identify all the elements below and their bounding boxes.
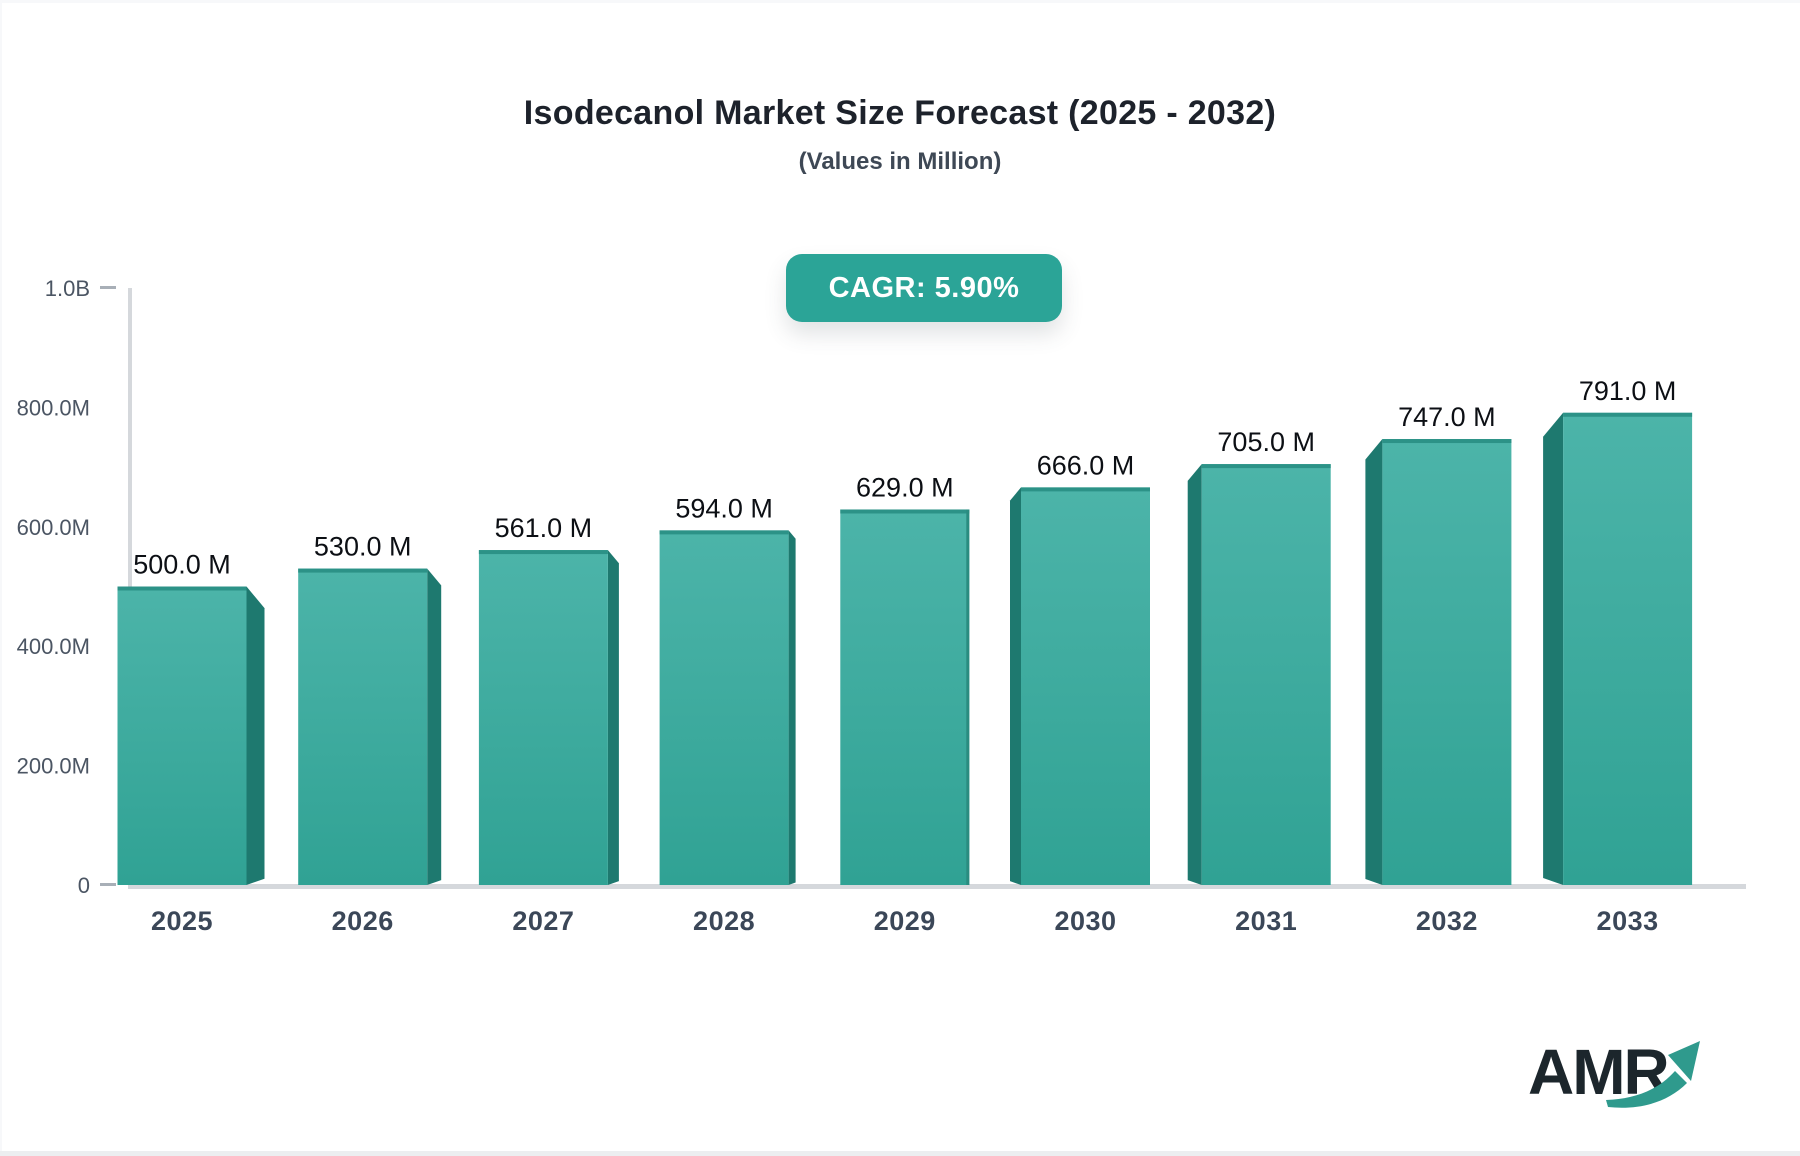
bar-group-2030 — [1010, 487, 1150, 885]
bar-value-label-2027: 561.0 M — [495, 513, 593, 543]
bar-value-label-2025: 500.0 M — [133, 550, 231, 580]
y-axis-label-0: 0 — [78, 873, 90, 898]
bar-group-2028 — [659, 530, 796, 885]
bar-side-face — [1187, 464, 1202, 885]
card-edge-top — [0, 0, 1800, 3]
bar-face — [1201, 464, 1331, 885]
bar-value-label-2029: 629.0 M — [856, 472, 954, 502]
x-tick-label-2026: 2026 — [332, 906, 394, 936]
bar-group-2027 — [478, 550, 619, 885]
x-tick-label-2032: 2032 — [1416, 906, 1478, 936]
bar-value-label-2033: 791.0 M — [1579, 376, 1677, 406]
x-tick-label-2025: 2025 — [151, 906, 213, 936]
card-edge-left — [0, 0, 2, 1156]
bar-top-edge — [298, 568, 428, 573]
bar-side-face — [1543, 412, 1564, 885]
growth-arrow-icon — [1606, 1041, 1700, 1108]
x-tick-label-2027: 2027 — [512, 906, 574, 936]
bar-side-face — [427, 568, 442, 885]
bar-side-face — [1010, 487, 1021, 885]
bar-group-2025 — [117, 586, 265, 885]
bar-side-face — [246, 586, 265, 885]
bar-value-label-2032: 747.0 M — [1398, 402, 1496, 432]
bar-value-label-2031: 705.0 M — [1217, 427, 1315, 457]
bar-face — [840, 509, 970, 885]
bar-value-label-2030: 666.0 M — [1037, 450, 1135, 480]
bar-top-edge — [659, 530, 789, 535]
bar-side-face — [607, 550, 619, 885]
bar-top-edge — [1201, 464, 1331, 469]
card-edge-bottom — [0, 1151, 1800, 1156]
bar-side-face — [788, 530, 796, 885]
y-axis-label-800.0M: 800.0M — [17, 395, 90, 420]
bar-top-edge — [117, 586, 247, 591]
bar-side-face — [1365, 439, 1383, 885]
bar-group-2029 — [840, 509, 970, 885]
bar-face — [659, 530, 789, 885]
amr-logo: AMR — [1528, 1040, 1728, 1132]
x-tick-label-2030: 2030 — [1054, 906, 1116, 936]
x-tick-label-2033: 2033 — [1597, 906, 1659, 936]
bar-top-edge — [1021, 487, 1150, 492]
x-axis-line — [128, 884, 1746, 889]
bar-value-label-2028: 594.0 M — [675, 493, 773, 523]
bar-face — [298, 568, 428, 885]
y-tick-zero — [100, 883, 116, 886]
cagr-badge: CAGR: 5.90% — [786, 254, 1062, 322]
bar-face — [1382, 439, 1512, 885]
bar-top-edge — [478, 550, 608, 555]
bar-face — [117, 586, 247, 885]
labels: 500.0 M 2025 530.0 M 2026 561.0 M 2027 594.0 M… — [133, 376, 1676, 936]
bar-face — [1021, 487, 1150, 885]
bar-top-edge — [1382, 439, 1512, 444]
bar-right-edge — [966, 509, 970, 885]
bar-group-2031 — [1187, 464, 1331, 885]
bar-face — [1563, 412, 1693, 885]
bar-group-2026 — [298, 568, 442, 885]
x-tick-label-2031: 2031 — [1235, 906, 1297, 936]
cagr-badge-label: CAGR: 5.90% — [828, 271, 1020, 304]
y-axis-label-600.0M: 600.0M — [17, 515, 90, 540]
bars — [117, 412, 1693, 885]
bar-group-2032 — [1365, 439, 1512, 885]
bar-group-2033 — [1543, 412, 1693, 885]
bar-value-label-2026: 530.0 M — [314, 532, 412, 562]
bar-top-edge — [840, 509, 970, 514]
bar-top-edge — [1563, 412, 1693, 417]
y-axis-label-400.0M: 400.0M — [17, 634, 90, 659]
y-axis-label-200.0M: 200.0M — [17, 754, 90, 779]
y-axis-label-1.0B: 1.0B — [45, 276, 90, 301]
page-title: Isodecanol Market Size Forecast (2025 - … — [523, 94, 1277, 132]
x-tick-label-2029: 2029 — [874, 906, 936, 936]
bar-face — [478, 550, 608, 885]
y-tick-top — [100, 286, 116, 289]
x-tick-label-2028: 2028 — [693, 906, 755, 936]
page-subtitle: (Values in Million) — [798, 148, 1002, 175]
